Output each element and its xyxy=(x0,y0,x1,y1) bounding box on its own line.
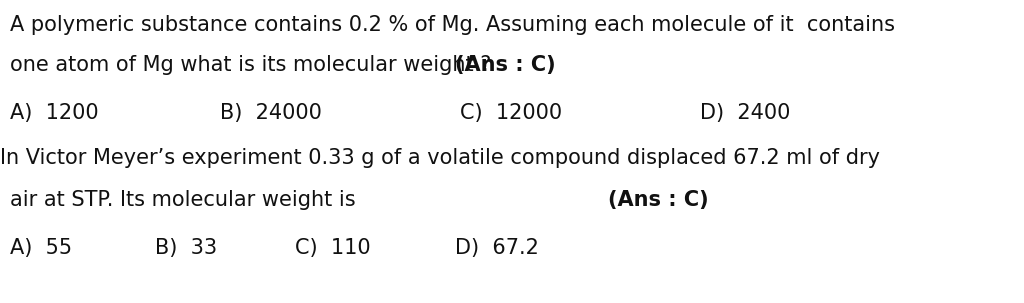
Text: air at STP. Its molecular weight is: air at STP. Its molecular weight is xyxy=(10,190,355,210)
Text: A)  1200: A) 1200 xyxy=(10,103,98,123)
Text: B)  24000: B) 24000 xyxy=(220,103,322,123)
Text: D)  67.2: D) 67.2 xyxy=(455,238,539,258)
Text: one atom of Mg what is its molecular weight ?: one atom of Mg what is its molecular wei… xyxy=(10,55,492,75)
Text: C)  110: C) 110 xyxy=(295,238,371,258)
Text: B)  33: B) 33 xyxy=(155,238,217,258)
Text: In Victor Meyer’s experiment 0.33 g of a volatile compound displaced 67.2 ml of : In Victor Meyer’s experiment 0.33 g of a… xyxy=(0,148,880,168)
Text: C)  12000: C) 12000 xyxy=(460,103,562,123)
Text: A polymeric substance contains 0.2 % of Mg. Assuming each molecule of it  contai: A polymeric substance contains 0.2 % of … xyxy=(10,15,895,35)
Text: (Ans : C): (Ans : C) xyxy=(455,55,556,75)
Text: A)  55: A) 55 xyxy=(10,238,72,258)
Text: D)  2400: D) 2400 xyxy=(700,103,791,123)
Text: (Ans : C): (Ans : C) xyxy=(608,190,709,210)
